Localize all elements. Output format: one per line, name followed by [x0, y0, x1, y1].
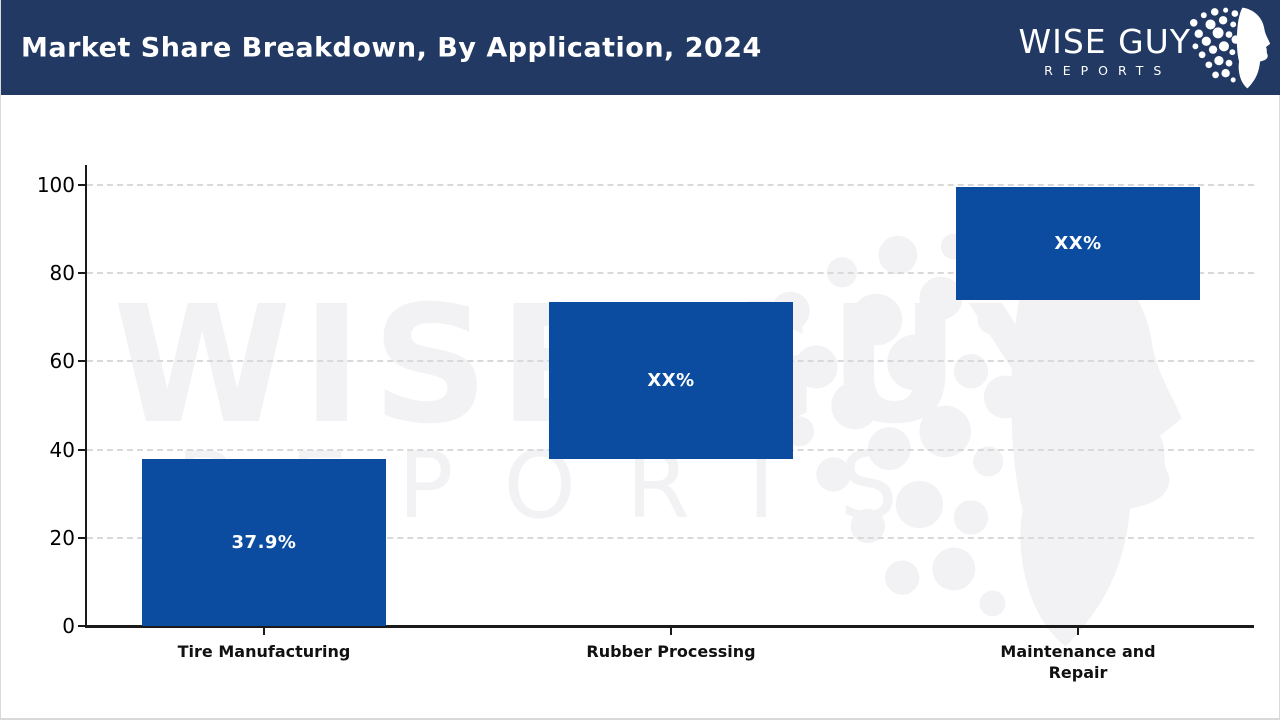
- x-category-label-line: Maintenance and: [1000, 642, 1156, 661]
- x-tick-mark-2: [1077, 628, 1079, 635]
- y-tick-label-100: 100: [36, 173, 75, 197]
- x-tick-mark-0: [263, 628, 265, 635]
- bar-maintenance-and-repair[interactable]: XX%: [956, 187, 1200, 300]
- x-category-label-1: Rubber Processing: [541, 641, 801, 662]
- logo-reports-text: REPORTS: [1044, 63, 1172, 78]
- x-category-label-line: Repair: [1048, 663, 1108, 682]
- y-tick-label-0: 0: [62, 614, 75, 638]
- bar-tire-manufacturing[interactable]: 37.9%: [142, 458, 386, 626]
- y-tick-label-80: 80: [49, 261, 75, 286]
- y-tick-label-40: 40: [49, 437, 75, 462]
- y-tick-mark-100: [78, 184, 87, 186]
- y-tick-mark-60: [78, 360, 87, 363]
- y-tick-mark-20: [78, 536, 87, 539]
- chart-title: Market Share Breakdown, By Application, …: [21, 32, 762, 63]
- chart-header: Market Share Breakdown, By Application, …: [1, 0, 1280, 95]
- gridline-100: [87, 184, 1254, 186]
- logo-wordmark: WISE GUY REPORTS: [1018, 22, 1191, 78]
- x-tick-mark-1: [670, 628, 672, 635]
- y-axis-spine: [85, 165, 87, 628]
- x-category-label-line: Tire Manufacturing: [177, 642, 351, 661]
- bar-value-label: XX%: [1054, 232, 1102, 254]
- x-category-label-0: Tire Manufacturing: [134, 641, 394, 662]
- x-category-label-line: Rubber Processing: [586, 642, 756, 661]
- bar-rubber-processing[interactable]: XX%: [549, 301, 793, 459]
- gridline-80: [87, 272, 1254, 275]
- y-tick-mark-40: [78, 448, 87, 451]
- y-tick-label-60: 60: [49, 349, 75, 374]
- x-category-label-2: Maintenance and Repair: [948, 641, 1208, 683]
- x-axis-spine: [85, 625, 1254, 628]
- bar-value-label: XX%: [647, 369, 695, 391]
- wise-guy-reports-logo: WISE GUY REPORTS: [1018, 0, 1269, 95]
- y-tick-mark-0: [78, 625, 87, 627]
- bar-value-label: 37.9%: [231, 531, 297, 553]
- logo-wise-guy-text: WISE GUY: [1018, 22, 1191, 61]
- y-tick-label-20: 20: [49, 525, 75, 550]
- logo-face-icon: [1183, 6, 1275, 90]
- y-tick-mark-80: [78, 272, 87, 275]
- gridline-20: [87, 536, 1254, 539]
